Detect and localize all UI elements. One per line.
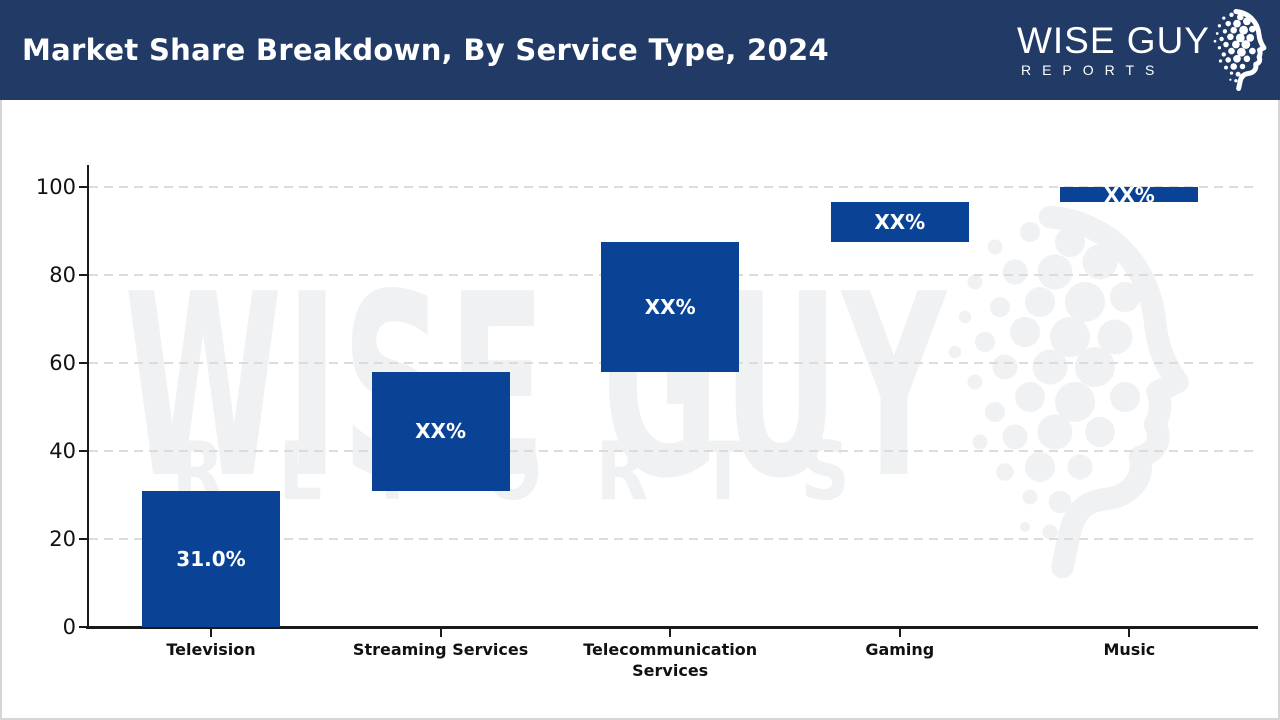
bar-value-label: 31.0% xyxy=(176,546,246,571)
x-category-label: Gaming xyxy=(865,640,935,659)
x-axis-tick xyxy=(669,629,672,637)
x-axis-tick xyxy=(1128,629,1131,637)
brand-logo-text: WISE GUY REPORTS xyxy=(1017,22,1210,78)
gridline xyxy=(89,186,1256,188)
y-axis-tick xyxy=(79,450,87,452)
x-category-label: Television xyxy=(166,640,256,659)
bar-segment: XX% xyxy=(371,371,510,491)
x-axis-tick xyxy=(210,629,212,637)
y-tick-label: 80 xyxy=(49,263,76,287)
bar-value-label: XX% xyxy=(1103,182,1155,207)
y-axis-tick xyxy=(79,626,87,628)
brand-logo: WISE GUY REPORTS xyxy=(1017,6,1280,94)
y-tick-label: 60 xyxy=(49,351,76,375)
x-axis-tick xyxy=(898,629,901,637)
x-category-label: Telecommunication Services xyxy=(583,640,758,680)
y-tick-label: 20 xyxy=(49,527,76,551)
x-axis-line xyxy=(86,626,1258,629)
y-tick-label: 40 xyxy=(49,439,76,463)
bar-segment: 31.0% xyxy=(142,490,280,627)
bar-segment: XX% xyxy=(1060,183,1199,207)
bar-value-label: XX% xyxy=(415,419,467,444)
y-axis-tick xyxy=(79,538,87,540)
gridline xyxy=(89,538,1256,540)
brand-subname: REPORTS xyxy=(1020,62,1166,78)
bar-segment: XX% xyxy=(830,202,969,242)
bar-value-label: XX% xyxy=(644,294,696,319)
bar-value-label: XX% xyxy=(874,210,926,235)
gridline xyxy=(89,450,1256,452)
page-title: Market Share Breakdown, By Service Type,… xyxy=(22,33,829,67)
header: Market Share Breakdown, By Service Type,… xyxy=(0,0,1280,100)
y-axis-tick xyxy=(79,274,87,276)
y-tick-label: 100 xyxy=(35,175,76,199)
y-axis-line xyxy=(87,165,89,629)
brand-name: WISE GUY xyxy=(1016,20,1210,61)
x-category-label: Streaming Services xyxy=(352,640,529,659)
y-tick-label: 0 xyxy=(62,615,76,639)
x-category-label: Music xyxy=(1103,640,1156,659)
y-axis-tick xyxy=(79,186,87,188)
bar-segment: XX% xyxy=(601,242,740,372)
x-axis-tick xyxy=(439,629,442,637)
y-axis-tick xyxy=(79,362,87,364)
wiseguy-head-icon xyxy=(1204,6,1270,94)
